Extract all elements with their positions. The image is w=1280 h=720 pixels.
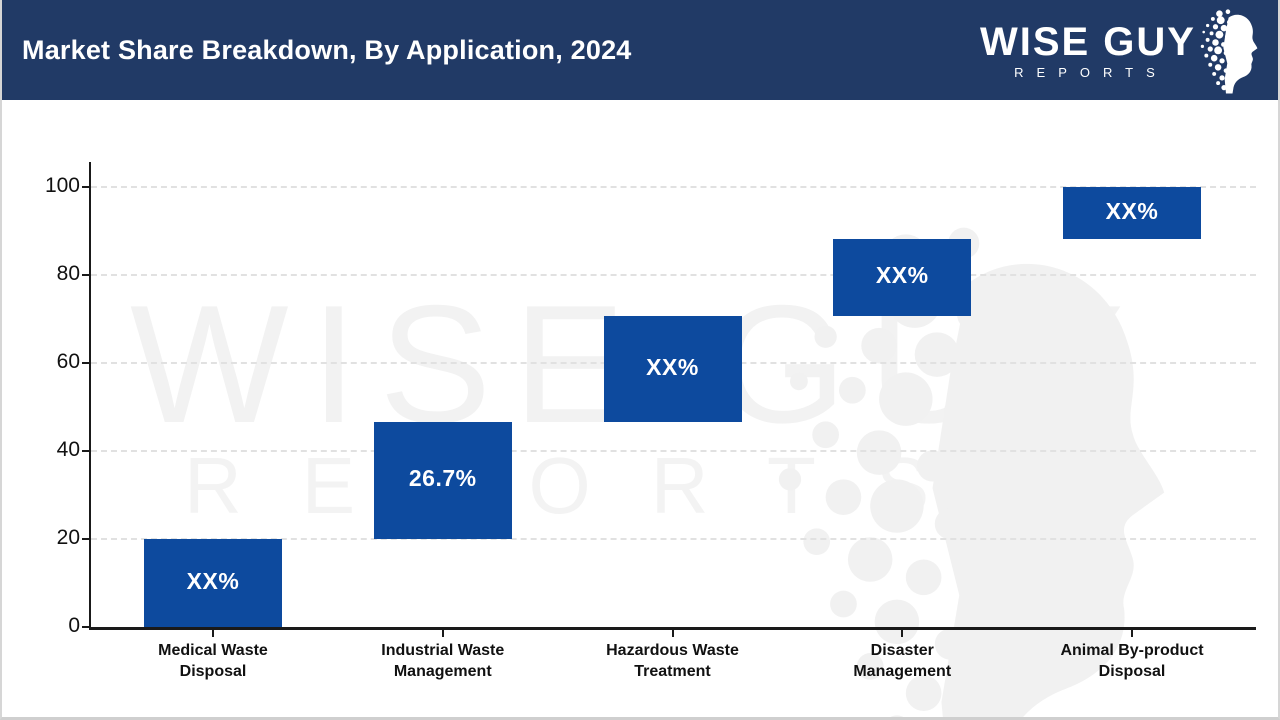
gridline-100 — [91, 186, 1256, 188]
y-tick-label: 60 — [56, 350, 80, 373]
wiseguy-logo: WISE GUY REPORTS — [980, 8, 1260, 94]
y-tick-label: 20 — [56, 526, 80, 549]
y-tick-label: 80 — [56, 262, 80, 285]
wiseguy-logo-text: WISE GUY REPORTS — [980, 22, 1196, 80]
y-tick-label: 40 — [56, 438, 80, 461]
gridline-40 — [91, 450, 1256, 452]
x-tick-1 — [212, 629, 214, 637]
header-bar: Market Share Breakdown, By Application, … — [2, 0, 1278, 100]
x-category-label: Industrial Waste Management — [381, 642, 505, 680]
logo-subtitle: REPORTS — [1014, 65, 1168, 80]
bar-2: 26.7% — [373, 421, 512, 539]
y-tick-label: 100 — [44, 174, 80, 197]
bar-value-label: XX% — [875, 262, 929, 289]
x-tick-4 — [901, 629, 904, 637]
x-category-label: Medical Waste Disposal — [158, 642, 268, 680]
bar-5: XX% — [1063, 187, 1201, 239]
bar-value-label: 26.7% — [408, 465, 477, 492]
y-tick-80 — [82, 274, 91, 276]
chart-title: Market Share Breakdown, By Application, … — [22, 34, 632, 65]
logo-wordmark: WISE GUY — [979, 20, 1196, 64]
x-tick-5 — [1131, 629, 1133, 637]
watermark-subtitle: REPORTS — [184, 441, 990, 530]
y-tick-label: 0 — [68, 614, 80, 637]
bar-value-label: XX% — [646, 353, 699, 380]
gridline-20 — [91, 538, 1256, 540]
y-tick-40 — [82, 450, 91, 452]
bar-1: XX% — [144, 539, 282, 627]
wiseguy-face-icon — [1188, 8, 1260, 94]
gridline-80 — [91, 274, 1256, 276]
x-axis-line — [89, 627, 1256, 630]
chart-area: WISE GUY REPORTS 0 20 40 60 80 100 — [2, 100, 1278, 717]
y-axis-line — [89, 162, 91, 629]
x-tick-3 — [671, 629, 674, 637]
bar-value-label: XX% — [1105, 197, 1159, 224]
bar-4: XX% — [833, 238, 972, 316]
y-tick-60 — [82, 362, 91, 364]
x-category-label: Hazardous Waste Treatment — [606, 642, 739, 680]
x-category-label: Disaster Management — [853, 642, 952, 680]
bar-value-label: XX% — [186, 568, 240, 594]
bar-3: XX% — [603, 315, 742, 422]
y-tick-0 — [82, 626, 91, 628]
x-tick-2 — [441, 629, 444, 637]
x-category-label: Animal By-product Disposal — [1060, 642, 1204, 680]
y-tick-100 — [82, 186, 91, 188]
y-tick-20 — [82, 538, 91, 540]
